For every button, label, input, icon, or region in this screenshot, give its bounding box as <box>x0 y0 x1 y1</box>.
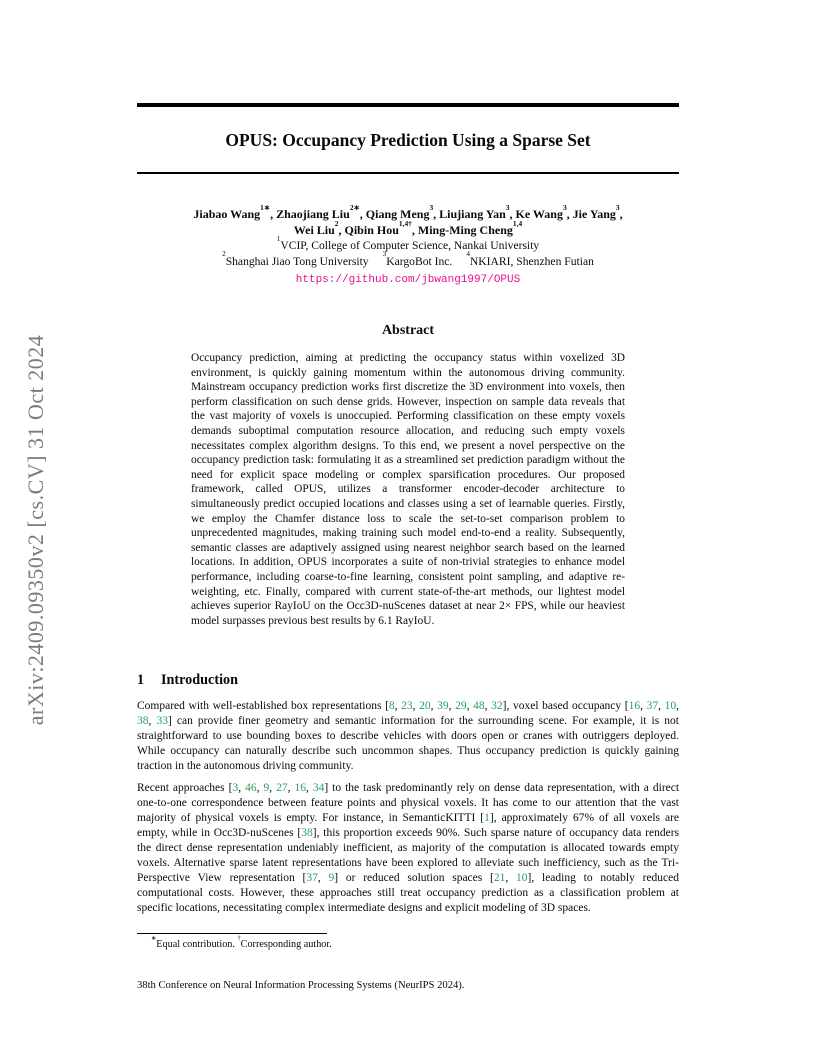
citation-link[interactable]: 34 <box>312 782 325 794</box>
citation-link[interactable]: 16 <box>294 782 306 794</box>
author-superscript: 1,4† <box>398 218 412 228</box>
affiliation-superscript: 4 <box>466 250 470 259</box>
author-superscript: 3 <box>429 202 434 212</box>
author-block: Jiabao Wang1∗, Zhaojiang Liu2∗, Qiang Me… <box>137 202 679 288</box>
footnote-rule <box>137 933 327 934</box>
citation-link[interactable]: 1 <box>484 812 490 824</box>
section-heading-introduction: 1 Introduction <box>137 672 679 689</box>
author-line-1: Jiabao Wang1∗, Zhaojiang Liu2∗, Qiang Me… <box>193 202 623 221</box>
author-superscript: 1∗ <box>260 202 271 212</box>
affiliation-line-1: 1VCIP, College of Computer Science, Nank… <box>276 234 540 252</box>
affiliation-line-2: 2Shanghai Jiao Tong University3KargoBot … <box>222 250 594 268</box>
citation-link[interactable]: 38 <box>301 827 313 839</box>
citation-link[interactable]: 48 <box>473 700 485 712</box>
section-number: 1 <box>137 672 145 688</box>
affiliation-superscript: 2 <box>222 250 226 259</box>
author-superscript: 3 <box>505 202 510 212</box>
footnote-marker: ∗ <box>151 934 157 942</box>
abstract-text: Occupancy prediction, aiming at predicti… <box>191 352 625 627</box>
citation-link[interactable]: 10 <box>664 700 677 712</box>
citation-link[interactable]: 27 <box>276 782 288 794</box>
intro-paragraph-1: Compared with well-established box repre… <box>137 700 679 772</box>
citation-link[interactable]: 23 <box>401 700 413 712</box>
citation-link[interactable]: 39 <box>437 700 449 712</box>
citation-link[interactable]: 8 <box>388 700 395 712</box>
project-link-row: https://github.com/jbwang1997/OPUS <box>137 269 679 288</box>
citation-link[interactable]: 38 <box>137 715 149 727</box>
citation-link[interactable]: 9 <box>263 782 270 794</box>
citation-link[interactable]: 10 <box>516 872 528 884</box>
author-superscript: 1,4 <box>512 218 523 228</box>
citation-link[interactable]: 37 <box>306 872 318 884</box>
citation-link[interactable]: 32 <box>491 700 503 712</box>
author-superscript: 2 <box>334 218 339 228</box>
author-superscript: 3 <box>615 202 620 212</box>
footnote: ∗Equal contribution. †Corresponding auth… <box>151 934 332 950</box>
citation-link[interactable]: 46 <box>245 782 257 794</box>
title-rule-bottom <box>137 172 679 174</box>
citation-link[interactable]: 37 <box>646 700 659 712</box>
citation-link[interactable]: 33 <box>156 715 168 727</box>
title-rule-top <box>137 103 679 107</box>
affiliation-superscript: 3 <box>382 250 387 259</box>
arxiv-watermark: arXiv:2409.09350v2 [cs.CV] 31 Oct 2024 <box>23 334 48 726</box>
footnote-marker: † <box>237 934 241 942</box>
citation-link[interactable]: 20 <box>419 700 431 712</box>
author-superscript: 2∗ <box>349 202 360 212</box>
paper-title: OPUS: Occupancy Prediction Using a Spars… <box>225 130 591 150</box>
conference-footer: 38th Conference on Neural Information Pr… <box>137 980 465 991</box>
affiliation-superscript: 1 <box>276 234 281 243</box>
citation-link[interactable]: 16 <box>628 700 641 712</box>
citation-link[interactable]: 29 <box>455 700 467 712</box>
intro-paragraph-2: Recent approaches [3, 46, 9, 27, 16, 34]… <box>137 782 680 914</box>
citation-link[interactable]: 3 <box>232 782 239 794</box>
citation-link[interactable]: 21 <box>493 872 506 884</box>
github-link[interactable]: https://github.com/jbwang1997/OPUS <box>295 274 521 286</box>
abstract-heading: Abstract <box>381 323 435 338</box>
author-superscript: 3 <box>562 202 567 212</box>
section-title: Introduction <box>161 672 238 688</box>
author-line-2: Wei Liu2, Qibin Hou1,4†, Ming-Ming Cheng… <box>293 218 523 237</box>
citation-link[interactable]: 9 <box>328 872 335 884</box>
